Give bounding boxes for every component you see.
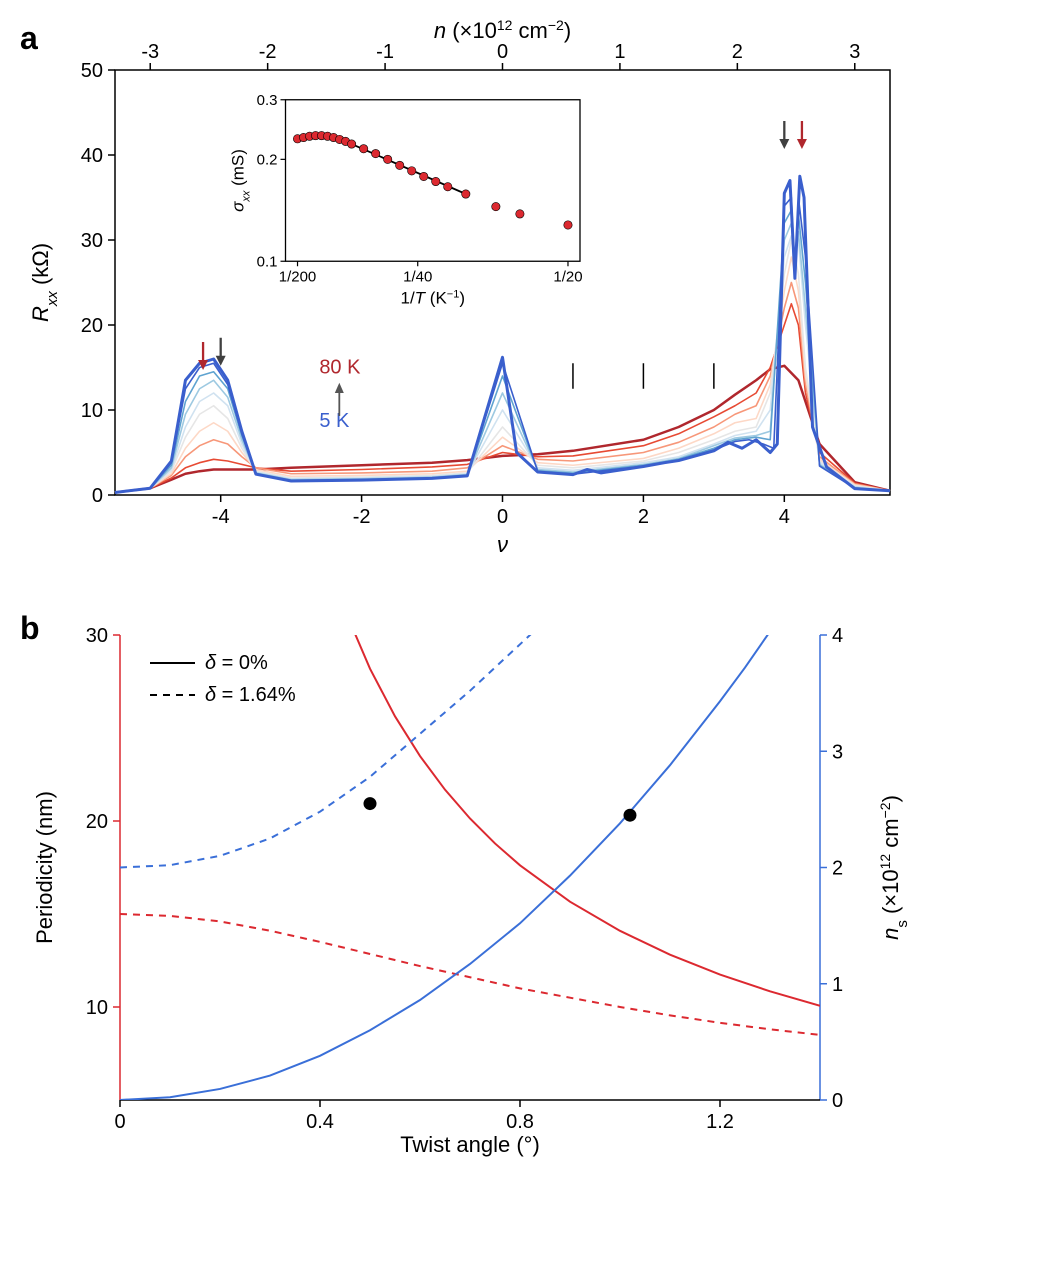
svg-text:3: 3: [849, 41, 860, 63]
svg-text:-1: -1: [376, 41, 394, 63]
svg-text:40: 40: [81, 145, 103, 167]
svg-text:Rxx (kΩ): Rxx (kΩ): [28, 243, 61, 322]
svg-text:0.2: 0.2: [257, 151, 278, 168]
svg-text:n (×1012 cm−2): n (×1012 cm−2): [434, 20, 571, 43]
panel-b: b 0 0.4 0.8 1.2 10 20 30 0 1 2 3 4 Twist angle (°) Pe…: [20, 610, 1028, 1170]
svg-text:10: 10: [81, 400, 103, 422]
svg-text:30: 30: [81, 230, 103, 252]
svg-text:-2: -2: [353, 506, 371, 528]
svg-text:50: 50: [81, 60, 103, 82]
svg-text:2: 2: [732, 41, 743, 63]
panel-b-label: b: [20, 610, 40, 647]
svg-text:δ = 1.64%: δ = 1.64%: [205, 684, 296, 706]
svg-text:0: 0: [497, 41, 508, 63]
svg-text:σxx (mS): σxx (mS): [229, 149, 253, 212]
svg-text:0.8: 0.8: [506, 1111, 534, 1133]
svg-text:0.3: 0.3: [257, 92, 278, 109]
svg-text:2: 2: [638, 506, 649, 528]
svg-text:3: 3: [832, 741, 843, 763]
svg-text:4: 4: [779, 506, 790, 528]
figure-container: a -4-202401020304050-3-2-10123νn (×1012 …: [20, 20, 1028, 1170]
svg-text:1/200: 1/200: [279, 268, 317, 285]
svg-text:ν: ν: [497, 532, 508, 557]
svg-text:0.4: 0.4: [306, 1111, 334, 1133]
panel-a-label: a: [20, 20, 38, 57]
svg-text:-3: -3: [141, 41, 159, 63]
svg-text:20: 20: [86, 811, 108, 833]
svg-text:0: 0: [92, 485, 103, 507]
svg-text:Periodicity (nm): Periodicity (nm): [32, 791, 57, 944]
svg-text:δ = 0%: δ = 0%: [205, 652, 268, 674]
svg-text:1.2: 1.2: [706, 1111, 734, 1133]
svg-text:1/T (K−1): 1/T (K−1): [400, 288, 465, 307]
svg-text:-2: -2: [259, 41, 277, 63]
svg-text:10: 10: [86, 997, 108, 1019]
svg-text:-4: -4: [212, 506, 230, 528]
svg-text:4: 4: [832, 625, 843, 647]
svg-text:80 K: 80 K: [319, 356, 361, 378]
svg-text:Twist angle (°): Twist angle (°): [400, 1132, 540, 1157]
svg-text:1: 1: [832, 974, 843, 996]
panel-a-chart: -4-202401020304050-3-2-10123νn (×1012 cm…: [20, 20, 920, 570]
svg-text:0: 0: [497, 506, 508, 528]
svg-text:0.1: 0.1: [257, 253, 278, 270]
svg-text:20: 20: [81, 315, 103, 337]
svg-text:0: 0: [832, 1090, 843, 1112]
panel-b-chart: 0 0.4 0.8 1.2 10 20 30 0 1 2 3 4 Twist angle (°) Peri…: [20, 610, 920, 1170]
svg-text:2: 2: [832, 858, 843, 880]
svg-text:0: 0: [114, 1111, 125, 1133]
svg-text:1: 1: [614, 41, 625, 63]
svg-text:30: 30: [86, 625, 108, 647]
svg-text:1/40: 1/40: [403, 268, 432, 285]
panel-a: a -4-202401020304050-3-2-10123νn (×1012 …: [20, 20, 1028, 570]
svg-text:5 K: 5 K: [319, 410, 350, 432]
svg-text:ns (×1012 cm−2): ns (×1012 cm−2): [877, 795, 911, 940]
svg-text:1/20: 1/20: [553, 268, 582, 285]
